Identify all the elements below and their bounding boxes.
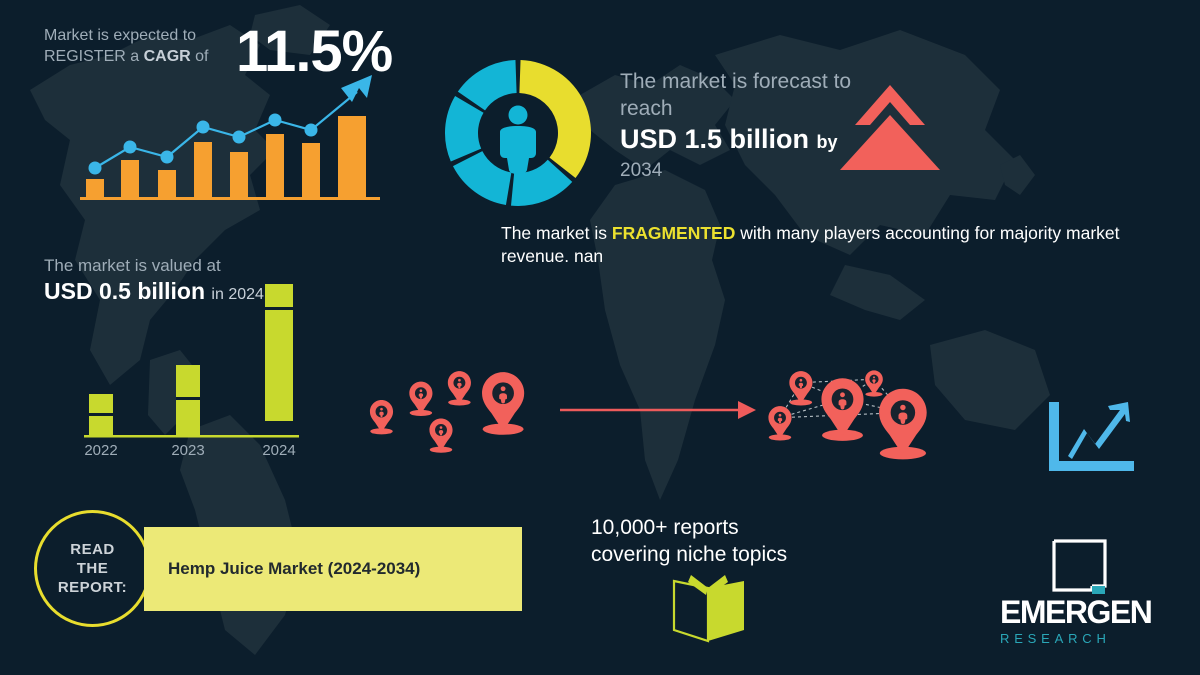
svg-text:2024: 2024 bbox=[262, 442, 295, 459]
svg-text:2023: 2023 bbox=[171, 442, 204, 459]
svg-text:2022: 2022 bbox=[84, 442, 117, 459]
